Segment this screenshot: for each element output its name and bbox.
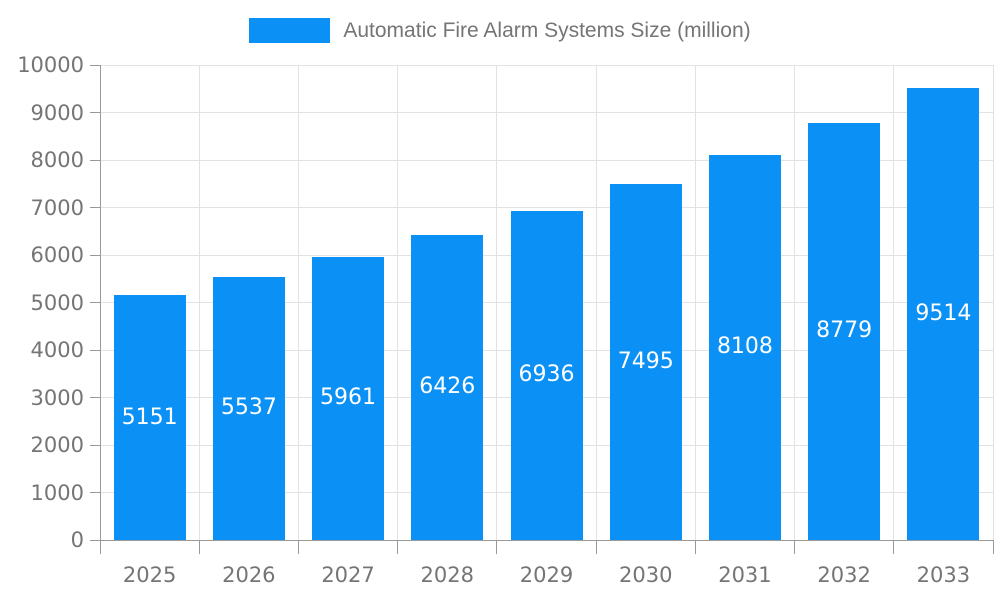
bar-value-label: 5151 xyxy=(121,404,178,430)
y-axis-tick xyxy=(90,207,100,208)
h-gridline xyxy=(100,159,993,161)
y-tick-label: 10000 xyxy=(17,53,84,77)
legend-swatch xyxy=(249,18,331,43)
y-axis-tick xyxy=(90,64,100,66)
x-axis-tick xyxy=(893,540,895,554)
y-axis-tick xyxy=(90,444,100,446)
bar[interactable]: 8779 xyxy=(808,122,881,540)
h-gridline xyxy=(100,64,993,66)
bar[interactable]: 9514 xyxy=(907,88,980,540)
x-tick-label: 2026 xyxy=(222,563,276,587)
y-tick-label: 0 xyxy=(70,528,84,552)
y-axis-tick xyxy=(90,112,100,113)
y-tick-label: 7000 xyxy=(30,195,84,220)
x-axis-tick xyxy=(297,540,299,554)
legend-label: Automatic Fire Alarm Systems Size (milli… xyxy=(343,19,751,42)
x-tick-label: 2028 xyxy=(420,563,474,587)
x-axis-tick xyxy=(198,540,200,554)
x-axis-tick xyxy=(694,540,696,554)
bar[interactable]: 6426 xyxy=(411,234,484,540)
x-axis-line xyxy=(100,539,993,541)
v-gridline xyxy=(893,65,895,540)
y-axis-tick xyxy=(90,254,100,256)
x-tick-label: 2029 xyxy=(519,563,574,587)
v-gridline xyxy=(694,65,696,540)
bar-value-label: 9514 xyxy=(915,301,972,327)
y-axis-tick xyxy=(90,492,100,493)
x-axis-tick xyxy=(496,540,498,554)
bar[interactable]: 8108 xyxy=(708,154,781,540)
v-gridline xyxy=(794,65,796,540)
bar[interactable]: 5537 xyxy=(212,276,285,540)
v-gridline xyxy=(595,65,597,540)
x-tick-label: 2032 xyxy=(817,563,871,587)
bar-value-label: 7495 xyxy=(617,348,674,374)
x-tick-label: 2027 xyxy=(321,563,375,587)
x-tick-label: 2025 xyxy=(122,563,177,587)
y-axis-tick xyxy=(90,302,100,303)
legend[interactable]: Automatic Fire Alarm Systems Size (milli… xyxy=(0,18,1000,43)
plot-area: 0 1000 2000 3000 4000 5000 6000 7000 8000 9000 100… xyxy=(17,53,994,587)
y-tick-label: 5000 xyxy=(30,290,84,315)
y-tick-label: 9000 xyxy=(30,100,84,125)
v-gridline xyxy=(992,65,994,540)
y-tick-label: 2000 xyxy=(30,433,84,457)
y-axis-tick xyxy=(90,397,100,398)
x-axis-tick xyxy=(992,540,994,554)
bar-value-label: 8108 xyxy=(716,334,773,360)
bar-value-label: 6936 xyxy=(518,362,575,388)
y-axis-tick xyxy=(90,159,100,161)
v-gridline xyxy=(297,65,299,540)
y-tick-label: 8000 xyxy=(30,148,84,172)
bar[interactable]: 5961 xyxy=(312,256,385,540)
x-tick-label: 2030 xyxy=(618,563,673,587)
y-axis-tick xyxy=(90,539,100,541)
bar[interactable]: 6936 xyxy=(510,210,583,540)
bar-value-label: 5961 xyxy=(320,385,377,411)
v-gridline xyxy=(496,65,498,540)
y-tick-label: 6000 xyxy=(30,243,84,267)
y-axis-line xyxy=(99,65,101,540)
x-axis-tick xyxy=(794,540,796,554)
x-axis-tick xyxy=(595,540,597,554)
x-tick-label: 2033 xyxy=(916,563,971,587)
bar-value-label: 6426 xyxy=(419,374,476,400)
bar[interactable]: 7495 xyxy=(609,183,682,540)
bar-value-label: 5537 xyxy=(220,395,277,421)
x-axis-tick xyxy=(397,540,399,554)
y-tick-label: 1000 xyxy=(30,480,84,505)
h-gridline xyxy=(100,207,993,208)
y-tick-label: 3000 xyxy=(30,385,84,410)
x-tick-label: 2031 xyxy=(718,563,772,587)
x-axis-tick xyxy=(99,540,101,554)
bar-value-label: 8779 xyxy=(816,318,873,344)
v-gridline xyxy=(198,65,200,540)
y-tick-label: 4000 xyxy=(30,338,84,362)
h-gridline xyxy=(100,112,993,113)
y-axis-tick xyxy=(90,349,100,351)
v-gridline xyxy=(397,65,399,540)
bar[interactable]: 5151 xyxy=(113,295,186,540)
